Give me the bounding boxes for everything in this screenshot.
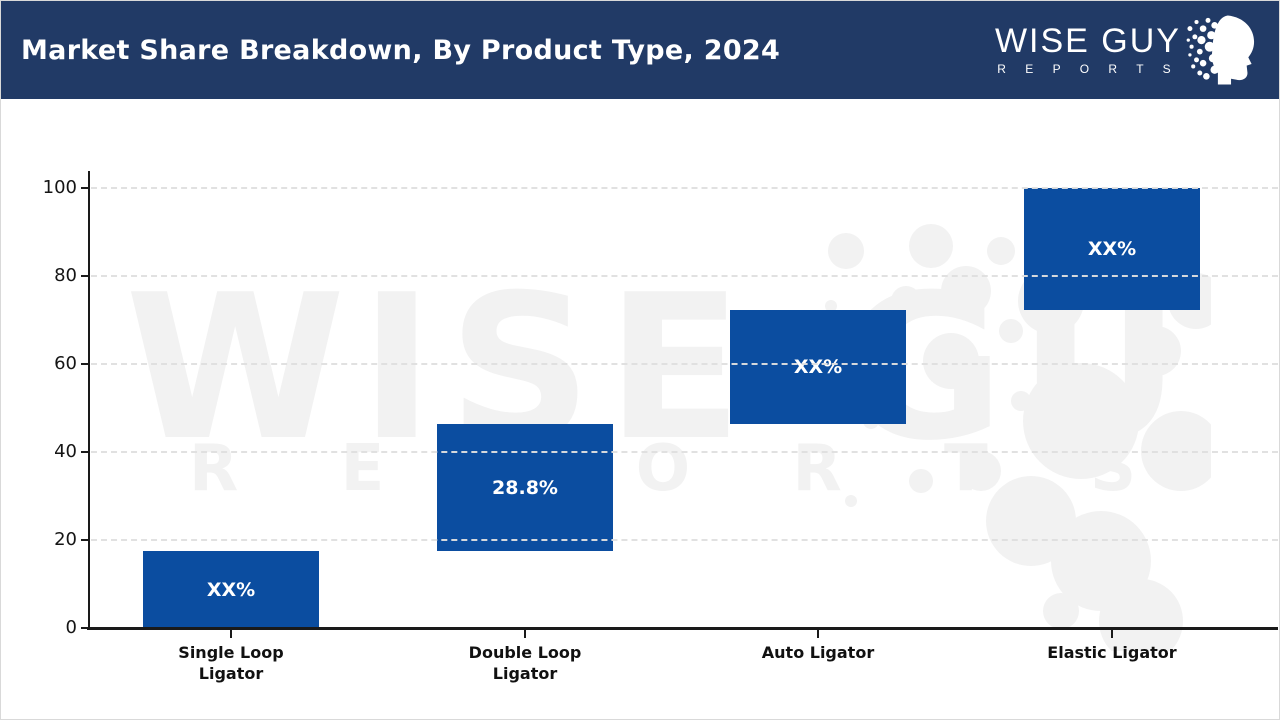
bar-elastic-ligator <box>1024 188 1200 310</box>
bar-auto-ligator <box>730 309 906 425</box>
wiseguy-logo: WISE GUY R E P O R T S <box>995 10 1259 90</box>
y-tick-label-20: 20 <box>54 529 77 550</box>
wiseguy-logo-text: WISE GUY R E P O R T S <box>995 24 1181 76</box>
y-tick-label-0: 0 <box>65 617 77 638</box>
logo-subtitle: R E P O R T S <box>997 62 1179 76</box>
y-axis-line <box>88 171 90 630</box>
x-tick-3 <box>1111 630 1113 638</box>
y-tick-label-60: 60 <box>54 353 77 374</box>
bar-value-label: XX% <box>793 356 843 379</box>
page-title: Market Share Breakdown, By Product Type,… <box>21 34 781 66</box>
logo-wordmark: WISE GUY <box>994 22 1181 60</box>
x-tick-2 <box>817 630 819 638</box>
y-tick-label-80: 80 <box>54 265 77 286</box>
bar-value-label: XX% <box>1087 237 1137 260</box>
wiseguy-logo-head-icon <box>1186 15 1255 85</box>
y-tick-20 <box>81 539 88 541</box>
y-tick-0 <box>81 627 88 629</box>
bar-double-loop-ligator <box>437 424 613 551</box>
header-bar: Market Share Breakdown, By Product Type,… <box>1 1 1279 99</box>
watermark-wordmark: WISE GU <box>125 252 1195 485</box>
x-tick-label-auto-ligator: Auto Ligator <box>761 643 875 662</box>
y-tick-100 <box>81 187 88 189</box>
bar-value-label: 28.8% <box>492 476 558 499</box>
y-tick-label-40: 40 <box>54 441 77 462</box>
x-tick-label-single-loop-ligator: Single Loop Ligator <box>178 643 284 683</box>
x-tick-0 <box>230 630 232 638</box>
x-axis-line <box>87 627 1278 630</box>
x-tick-label-elastic-ligator: Elastic Ligator <box>1047 643 1177 662</box>
y-tick-label-100: 100 <box>42 177 77 198</box>
y-tick-40 <box>81 451 88 453</box>
bar-single-loop-ligator <box>143 551 319 628</box>
bar-value-label: XX% <box>206 578 256 601</box>
x-tick-label-double-loop-ligator: Double Loop Ligator <box>468 643 582 683</box>
y-tick-60 <box>81 363 88 365</box>
y-tick-80 <box>81 275 88 277</box>
x-tick-1 <box>524 630 526 638</box>
